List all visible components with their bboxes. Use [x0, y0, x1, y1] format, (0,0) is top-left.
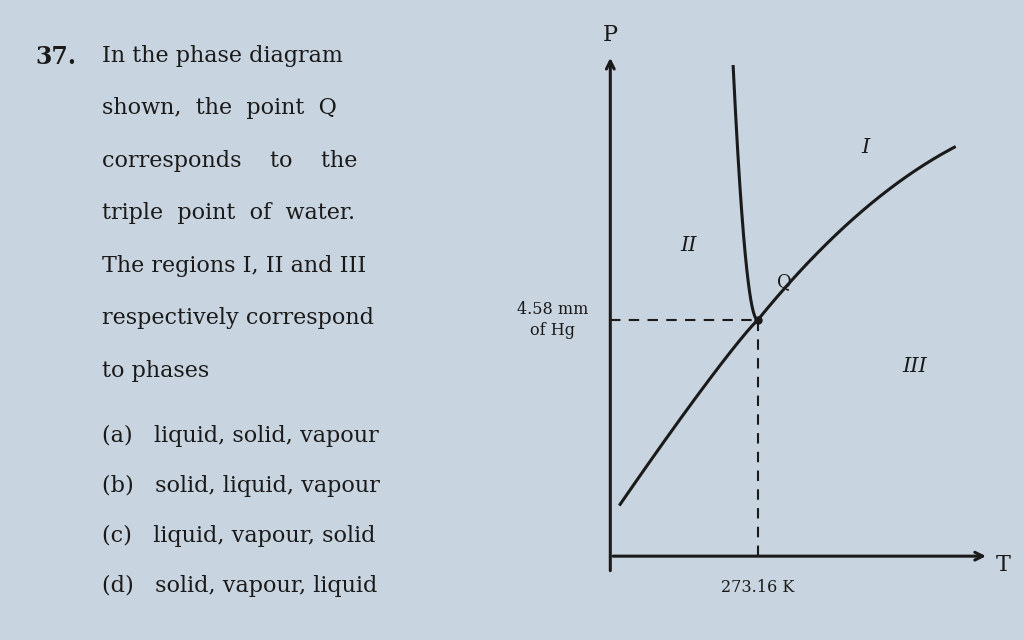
Text: II: II [681, 236, 697, 255]
Text: I: I [862, 138, 870, 157]
Text: (d)   solid, vapour, liquid: (d) solid, vapour, liquid [102, 575, 378, 596]
Text: III: III [903, 356, 928, 376]
Text: In the phase diagram: In the phase diagram [102, 45, 343, 67]
Text: corresponds    to    the: corresponds to the [102, 150, 357, 172]
Text: Q: Q [777, 273, 793, 291]
Text: 37.: 37. [36, 45, 77, 68]
Text: respectively correspond: respectively correspond [102, 307, 375, 329]
Text: to phases: to phases [102, 360, 210, 381]
Text: triple  point  of  water.: triple point of water. [102, 202, 355, 224]
Text: (b)   solid, liquid, vapour: (b) solid, liquid, vapour [102, 475, 380, 497]
Text: 273.16 K: 273.16 K [721, 579, 795, 596]
Text: (c)   liquid, vapour, solid: (c) liquid, vapour, solid [102, 525, 376, 547]
Text: 4.58 mm
of Hg: 4.58 mm of Hg [517, 301, 589, 339]
Text: The regions I, II and III: The regions I, II and III [102, 255, 367, 276]
Text: P: P [603, 24, 617, 46]
Text: T: T [996, 554, 1011, 576]
Text: (a)   liquid, solid, vapour: (a) liquid, solid, vapour [102, 425, 379, 447]
Text: shown,  the  point  Q: shown, the point Q [102, 97, 337, 119]
